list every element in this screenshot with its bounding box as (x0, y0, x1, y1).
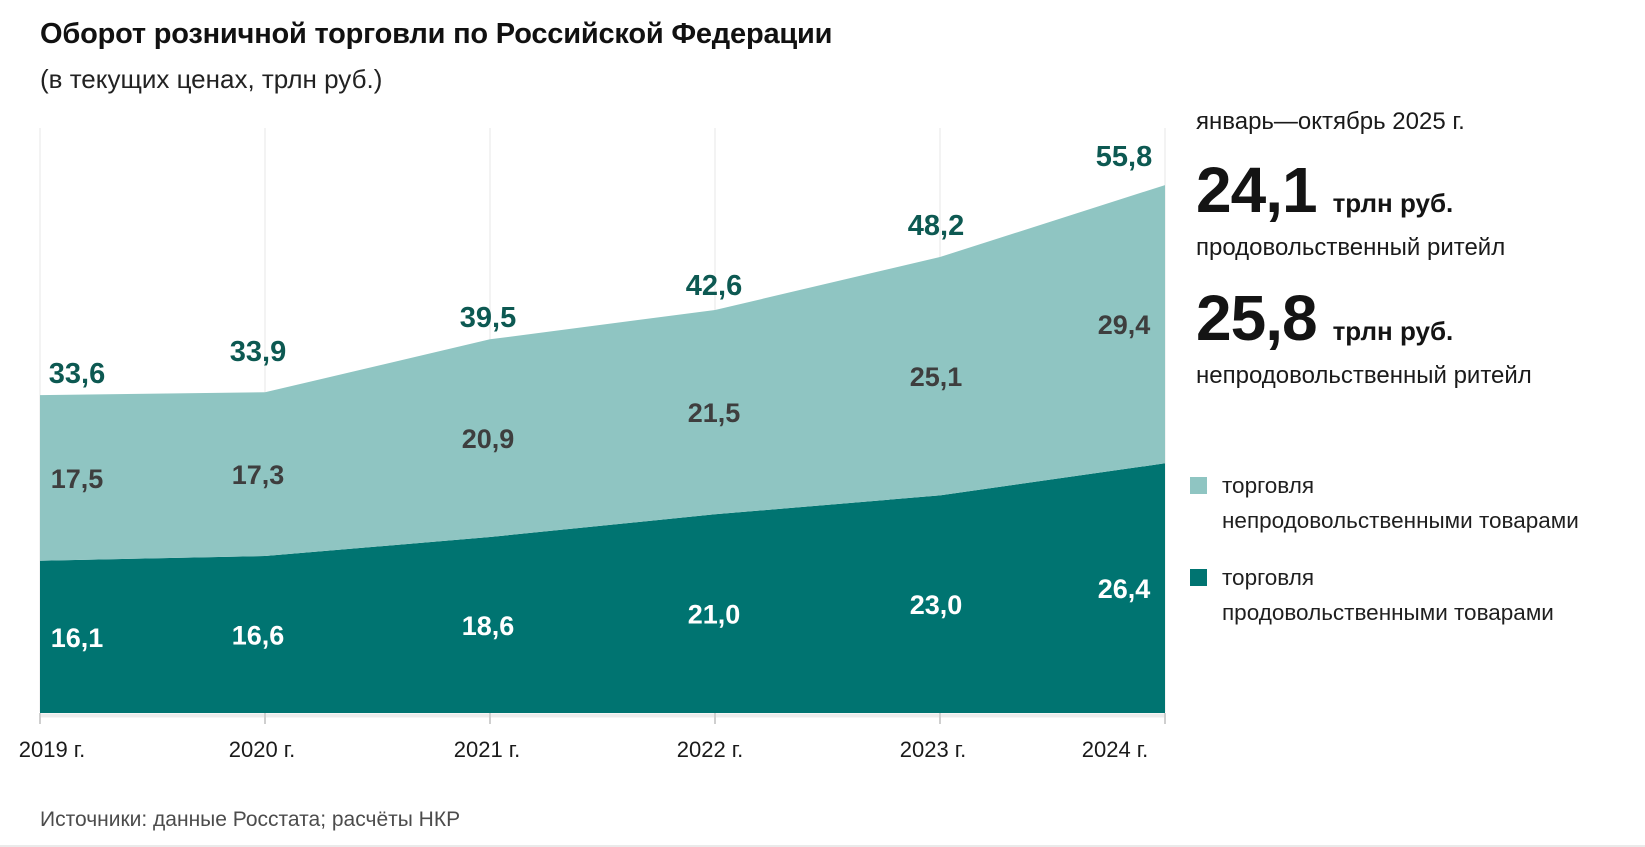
x-axis-label: 2024 г. (1082, 737, 1149, 762)
legend-nonfood-line1: торговля (1222, 473, 1315, 498)
value-label-nonfood: 29,4 (1098, 310, 1151, 340)
chart-subtitle: (в текущих ценах, трлн руб.) (40, 64, 383, 94)
value-label-nonfood: 21,5 (688, 398, 741, 428)
source-note: Источники: данные Росстата; расчёты НКР (40, 808, 461, 831)
x-axis-label: 2019 г. (19, 737, 86, 762)
x-axis-label: 2021 г. (454, 737, 521, 762)
x-axis-label: 2023 г. (900, 737, 967, 762)
x-axis-label: 2020 г. (229, 737, 296, 762)
value-label-total: 33,6 (49, 358, 105, 390)
legend-nonfood-line2: непродовольственными товарами (1222, 508, 1579, 533)
value-label-nonfood: 17,3 (232, 460, 285, 490)
value-label-food: 16,6 (232, 621, 285, 651)
stat-food-retail: 24,1 трлн руб. продовольственный ритейл (1196, 154, 1636, 262)
stats-period: январь—октябрь 2025 г. (1196, 108, 1465, 135)
value-label-food: 26,4 (1098, 574, 1151, 604)
x-axis-line (40, 713, 1165, 718)
value-label-food: 18,6 (462, 611, 515, 641)
nonfood-retail-label: непродовольственный ритейл (1196, 362, 1532, 389)
value-label-total: 42,6 (686, 270, 742, 302)
food-retail-label: продовольственный ритейл (1196, 234, 1506, 261)
bottom-divider (0, 845, 1645, 847)
chart-title: Оборот розничной торговли по Российской … (40, 18, 833, 50)
value-label-food: 21,0 (688, 600, 741, 630)
legend-food-line1: торговля (1222, 565, 1315, 590)
food-retail-value: 24,1 (1196, 154, 1318, 226)
value-label-total: 55,8 (1096, 141, 1152, 173)
legend-item-food: торговля продовольственными товарами (1190, 560, 1630, 630)
stats-panel: январь—октябрь 2025 г. 24,1 трлн руб. пр… (1196, 108, 1636, 410)
chart-legend: торговля непродовольственными товарами т… (1190, 468, 1630, 652)
value-label-total: 48,2 (908, 210, 964, 242)
area-nonfood (40, 185, 1165, 561)
legend-food-line2: продовольственными товарами (1222, 600, 1554, 625)
nonfood-retail-value: 25,8 (1196, 282, 1318, 354)
value-label-food: 23,0 (910, 590, 963, 620)
stat-nonfood-retail: 25,8 трлн руб. непродовольственный ритей… (1196, 282, 1636, 390)
value-label-total: 39,5 (460, 302, 516, 334)
nonfood-swatch-icon (1190, 477, 1207, 494)
food-swatch-icon (1190, 569, 1207, 586)
value-label-total: 33,9 (230, 336, 286, 368)
x-axis-label: 2022 г. (677, 737, 744, 762)
food-retail-unit: трлн руб. (1332, 188, 1454, 218)
value-label-food: 16,1 (51, 623, 104, 653)
value-label-nonfood: 20,9 (462, 424, 515, 454)
nonfood-retail-unit: трлн руб. (1332, 316, 1454, 346)
value-label-nonfood: 17,5 (51, 464, 104, 494)
value-label-nonfood: 25,1 (910, 362, 963, 392)
area-food (40, 463, 1165, 713)
legend-item-nonfood: торговля непродовольственными товарами (1190, 468, 1630, 538)
